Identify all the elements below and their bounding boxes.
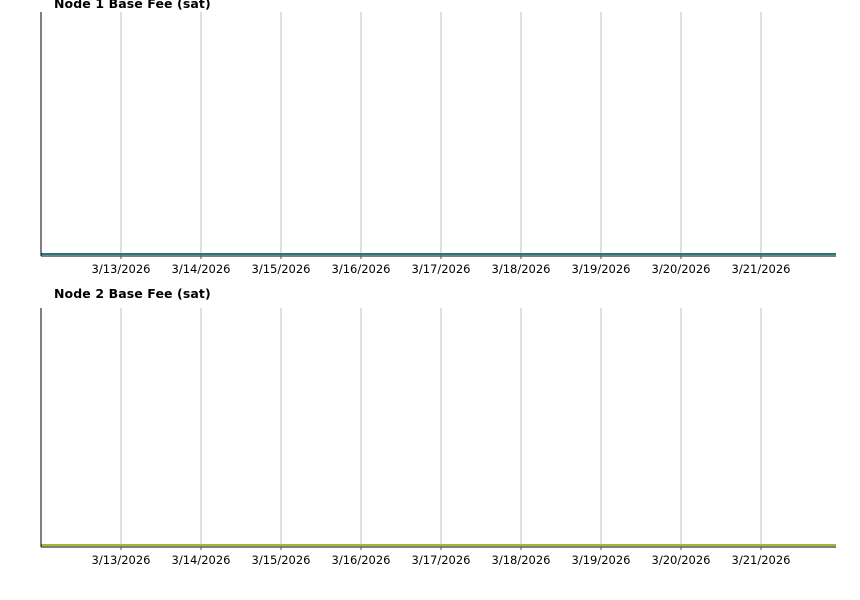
x-tick-label: 3/16/2026 <box>331 262 391 276</box>
plot-area-node-1 <box>40 12 836 259</box>
x-tick-label: 3/18/2026 <box>491 553 551 567</box>
x-tick-label: 3/14/2026 <box>171 553 231 567</box>
x-tick-label: 3/15/2026 <box>251 553 311 567</box>
x-tick-label: 3/16/2026 <box>331 553 391 567</box>
chart-title-node-2: Node 2 Base Fee (sat) <box>54 286 211 301</box>
x-tick-label: 3/13/2026 <box>91 262 151 276</box>
x-tick-label: 3/18/2026 <box>491 262 551 276</box>
chart-panel-node-1: Node 1 Base Fee (sat) <box>0 0 860 288</box>
x-tick-labels-node-1: 3/13/2026 3/14/2026 3/15/2026 3/16/2026 … <box>0 262 860 278</box>
x-tick-label: 3/20/2026 <box>651 553 711 567</box>
x-tick-label: 3/21/2026 <box>731 262 791 276</box>
x-tick-label: 3/17/2026 <box>411 553 471 567</box>
x-tick-label: 3/13/2026 <box>91 553 151 567</box>
x-tick-label: 3/17/2026 <box>411 262 471 276</box>
x-tick-label: 3/20/2026 <box>651 262 711 276</box>
x-tick-label: 3/19/2026 <box>571 262 631 276</box>
x-tick-label: 3/14/2026 <box>171 262 231 276</box>
x-tick-label: 3/15/2026 <box>251 262 311 276</box>
x-tick-label: 3/21/2026 <box>731 553 791 567</box>
plot-area-node-2 <box>40 308 836 550</box>
chart-panel-node-2: Node 2 Base Fee (sat) <box>0 286 860 600</box>
chart-title-node-1: Node 1 Base Fee (sat) <box>54 0 211 11</box>
gridlines-node-1 <box>120 12 762 256</box>
x-axis-ticks-node-1 <box>120 256 762 259</box>
x-axis-ticks-node-2 <box>120 547 762 550</box>
gridlines-node-2 <box>120 308 762 547</box>
x-tick-labels-node-2: 3/13/2026 3/14/2026 3/15/2026 3/16/2026 … <box>0 553 860 569</box>
x-tick-label: 3/19/2026 <box>571 553 631 567</box>
